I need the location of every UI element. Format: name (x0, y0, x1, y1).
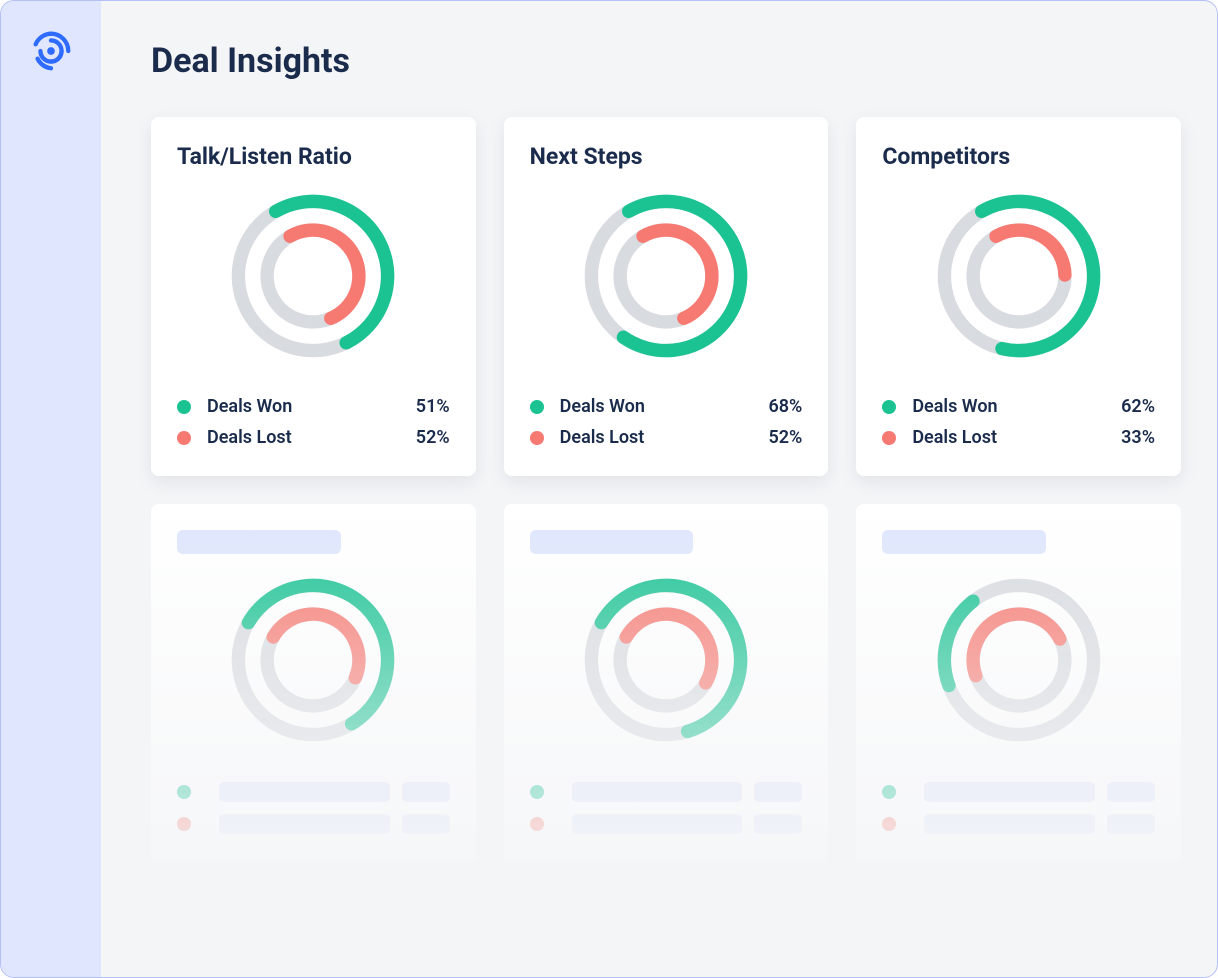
double-donut-chart (530, 188, 803, 364)
card-title: Next Steps (530, 143, 803, 170)
legend-dot-won (177, 785, 191, 799)
legend-dot-lost (177, 817, 191, 831)
placeholder-title (177, 530, 341, 554)
legend-row-won: Deals Won 62% (882, 396, 1155, 417)
placeholder-bar (402, 814, 450, 834)
legend-row-lost: Deals Lost 33% (882, 427, 1155, 448)
legend-dot-lost (882, 817, 896, 831)
app-frame: Deal Insights Talk/Listen Ratio Deals Wo… (0, 0, 1218, 978)
placeholder-bar (1107, 782, 1155, 802)
placeholder-bar (924, 782, 1095, 802)
insight-card-competitors[interactable]: Competitors Deals Won 62% Deals Lost 33% (856, 117, 1181, 476)
legend-value: 52% (768, 427, 802, 448)
legend-label: Deals Won (912, 396, 1121, 417)
cards-grid: Talk/Listen Ratio Deals Won 51% Deals Lo… (151, 117, 1181, 862)
legend-dot-won (177, 400, 191, 414)
placeholder-bar (402, 782, 450, 802)
legend-value: 52% (416, 427, 450, 448)
placeholder-legend-row (177, 814, 450, 834)
placeholder-title (530, 530, 694, 554)
insight-card-placeholder (504, 504, 829, 862)
double-donut-chart (177, 572, 450, 748)
insight-card-talk-listen[interactable]: Talk/Listen Ratio Deals Won 51% Deals Lo… (151, 117, 476, 476)
page-title: Deal Insights (151, 41, 1181, 81)
legend-dot-won (882, 400, 896, 414)
placeholder-bar (572, 782, 743, 802)
legend-dot-lost (882, 431, 896, 445)
main-content: Deal Insights Talk/Listen Ratio Deals Wo… (101, 1, 1217, 977)
placeholder-legend-row (530, 782, 803, 802)
placeholder-bar (754, 814, 802, 834)
card-title: Competitors (882, 143, 1155, 170)
insight-card-placeholder (856, 504, 1181, 862)
placeholder-legend-row (882, 782, 1155, 802)
legend-dot-lost (530, 817, 544, 831)
placeholder-legend-row (177, 782, 450, 802)
double-donut-chart (177, 188, 450, 364)
legend-label: Deals Won (560, 396, 769, 417)
legend-dot-lost (177, 431, 191, 445)
double-donut-chart (530, 572, 803, 748)
placeholder-legend-row (882, 814, 1155, 834)
placeholder-bar (572, 814, 743, 834)
placeholder-bar (754, 782, 802, 802)
insight-card-placeholder (151, 504, 476, 862)
sidebar (1, 1, 101, 977)
legend-row-won: Deals Won 68% (530, 396, 803, 417)
legend-label: Deals Lost (560, 427, 769, 448)
legend-row-lost: Deals Lost 52% (177, 427, 450, 448)
brand-logo-icon (27, 27, 75, 977)
legend-row-lost: Deals Lost 52% (530, 427, 803, 448)
placeholder-bar (219, 814, 390, 834)
card-title: Talk/Listen Ratio (177, 143, 450, 170)
legend-label: Deals Lost (912, 427, 1121, 448)
legend-row-won: Deals Won 51% (177, 396, 450, 417)
placeholder-bar (219, 782, 390, 802)
placeholder-bar (1107, 814, 1155, 834)
legend-label: Deals Lost (207, 427, 416, 448)
legend-value: 33% (1121, 427, 1155, 448)
legend-label: Deals Won (207, 396, 416, 417)
placeholder-title (882, 530, 1046, 554)
legend-dot-won (530, 785, 544, 799)
placeholder-legend-row (530, 814, 803, 834)
legend-value: 62% (1121, 396, 1155, 417)
placeholder-bar (924, 814, 1095, 834)
double-donut-chart (882, 188, 1155, 364)
legend-value: 51% (416, 396, 450, 417)
legend-dot-won (530, 400, 544, 414)
legend-dot-lost (530, 431, 544, 445)
legend-value: 68% (768, 396, 802, 417)
legend-dot-won (882, 785, 896, 799)
insight-card-next-steps[interactable]: Next Steps Deals Won 68% Deals Lost 52% (504, 117, 829, 476)
double-donut-chart (882, 572, 1155, 748)
